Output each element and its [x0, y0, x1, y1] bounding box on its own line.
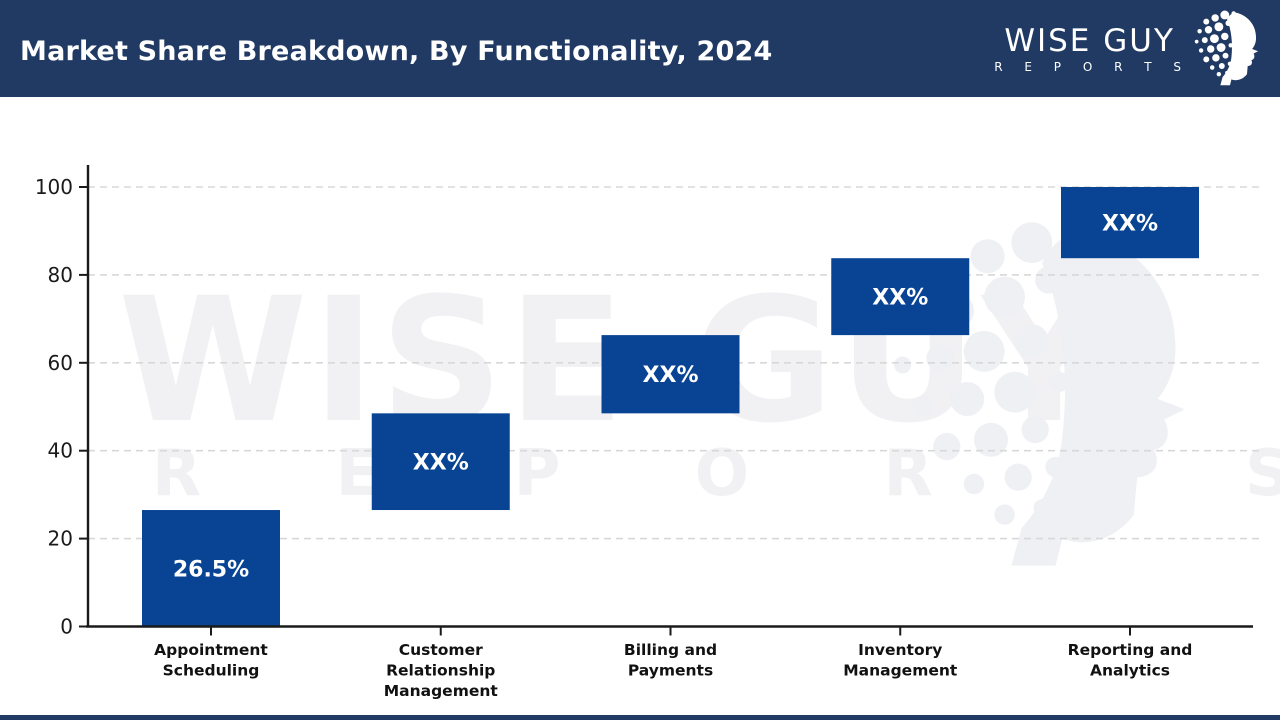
head-face-shape — [1220, 12, 1259, 86]
category-label-line: Inventory — [858, 641, 942, 659]
brand-logo-text: WISE GUY R E P O R T S — [989, 22, 1190, 74]
y-tick-label: 0 — [60, 615, 73, 639]
bar-customer-relationship-management — [371, 413, 510, 511]
head-dot — [1209, 34, 1219, 44]
bar-appointment-scheduling — [142, 510, 280, 627]
category-label-line: Management — [384, 682, 499, 700]
category-label-line: Reporting and — [1068, 641, 1193, 659]
category-label-billing-and-payments: Billing and Payments — [624, 641, 717, 680]
y-tick-label: 40 — [48, 439, 73, 463]
category-label-reporting-and-analytics: Reporting and Analytics — [1068, 641, 1193, 680]
category-label-line: Appointment — [154, 641, 268, 659]
head-dot — [1201, 37, 1208, 44]
head-dot — [1197, 29, 1202, 34]
bar-label: XX% — [413, 451, 469, 476]
head-dot — [1221, 32, 1229, 41]
brand-subtitle: R E P O R T S — [994, 59, 1190, 74]
head-dot — [1204, 26, 1213, 34]
head-dot — [1211, 14, 1219, 22]
head-dot — [1228, 43, 1233, 48]
head-dot — [1203, 18, 1210, 25]
y-tick-label: 20 — [48, 527, 73, 551]
plot-svg: 26.5% XX% XX% XX% XX% 0 20 40 60 80 100 Appointment… — [35, 165, 1262, 700]
head-dot — [1225, 20, 1232, 27]
category-label-appointment-scheduling: Appointment Scheduling — [154, 641, 268, 680]
header-bar: Market Share Breakdown, By Functionality… — [0, 0, 1280, 97]
category-label-line: Billing and — [624, 641, 717, 659]
brand-logo: WISE GUY R E P O R T S — [989, 6, 1264, 92]
page-title: Market Share Breakdown, By Functionality… — [20, 36, 773, 67]
y-tick-label: 100 — [35, 175, 73, 199]
category-label-line: Relationship — [386, 662, 495, 680]
y-tick-label: 60 — [48, 351, 73, 375]
category-label-line: Scheduling — [163, 662, 260, 680]
category-label-line: Customer — [399, 641, 483, 659]
head-dot — [1222, 52, 1229, 59]
y-tick-label: 80 — [48, 263, 73, 287]
category-label-inventory-management: Inventory Management — [843, 641, 958, 680]
bar-billing-and-payments — [601, 335, 740, 414]
head-dot — [1207, 45, 1215, 53]
head-dot — [1216, 43, 1226, 52]
category-label-line: Payments — [628, 662, 713, 680]
bar-label: XX% — [1102, 212, 1158, 237]
head-dot — [1220, 10, 1230, 20]
head-dot — [1194, 39, 1199, 44]
category-label-line: Management — [843, 662, 958, 680]
head-dot — [1203, 56, 1210, 63]
head-dot — [1216, 71, 1222, 77]
head-dot — [1227, 61, 1233, 67]
bar-label: XX% — [872, 286, 928, 311]
head-dot — [1214, 22, 1224, 32]
head-dot — [1198, 48, 1204, 53]
head-dot — [1231, 11, 1236, 16]
head-dot — [1212, 54, 1220, 62]
category-label-customer-relationship-management: Customer Relationship Management — [384, 641, 499, 700]
head-dot — [1218, 63, 1225, 69]
chart-area: WISE GUY R E P O R T S 26.5% XX% XX% XX% XX%… — [0, 97, 1280, 715]
wiseguy-head-icon — [1190, 8, 1264, 90]
head-dot — [1209, 65, 1215, 70]
bar-label: 26.5% — [173, 557, 249, 582]
category-label-line: Analytics — [1090, 662, 1170, 680]
head-profile-glyph — [1194, 10, 1259, 86]
head-dot — [1225, 70, 1229, 75]
bar-label: XX% — [643, 363, 699, 388]
brand-name: WISE GUY — [1004, 22, 1175, 59]
footer-strip — [0, 715, 1280, 720]
